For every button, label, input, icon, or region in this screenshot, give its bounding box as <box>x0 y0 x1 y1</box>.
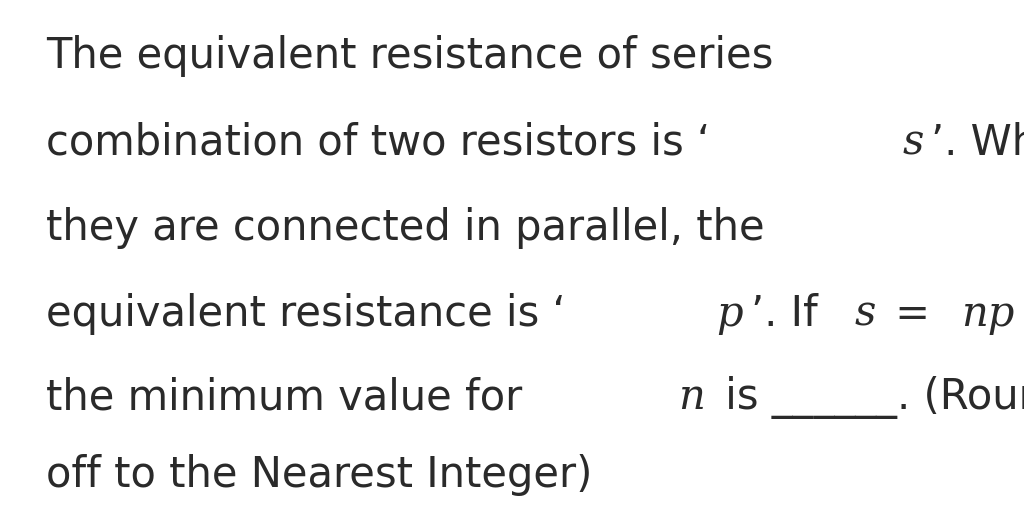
Text: np: np <box>961 293 1014 335</box>
Text: is ______. (Round: is ______. (Round <box>713 376 1024 419</box>
Text: =: = <box>882 293 943 335</box>
Text: p: p <box>717 293 743 335</box>
Text: combination of two resistors is ‘: combination of two resistors is ‘ <box>46 121 711 163</box>
Text: the minimum value for: the minimum value for <box>46 376 536 418</box>
Text: ’. When: ’. When <box>931 121 1024 163</box>
Text: n: n <box>678 376 705 418</box>
Text: off to the Nearest Integer): off to the Nearest Integer) <box>46 454 593 496</box>
Text: s: s <box>854 293 876 335</box>
Text: s: s <box>903 121 925 163</box>
Text: ’. If: ’. If <box>751 293 830 335</box>
Text: equivalent resistance is ‘: equivalent resistance is ‘ <box>46 293 565 335</box>
Text: they are connected in parallel, the: they are connected in parallel, the <box>46 207 765 249</box>
Text: The equivalent resistance of series: The equivalent resistance of series <box>46 35 773 77</box>
